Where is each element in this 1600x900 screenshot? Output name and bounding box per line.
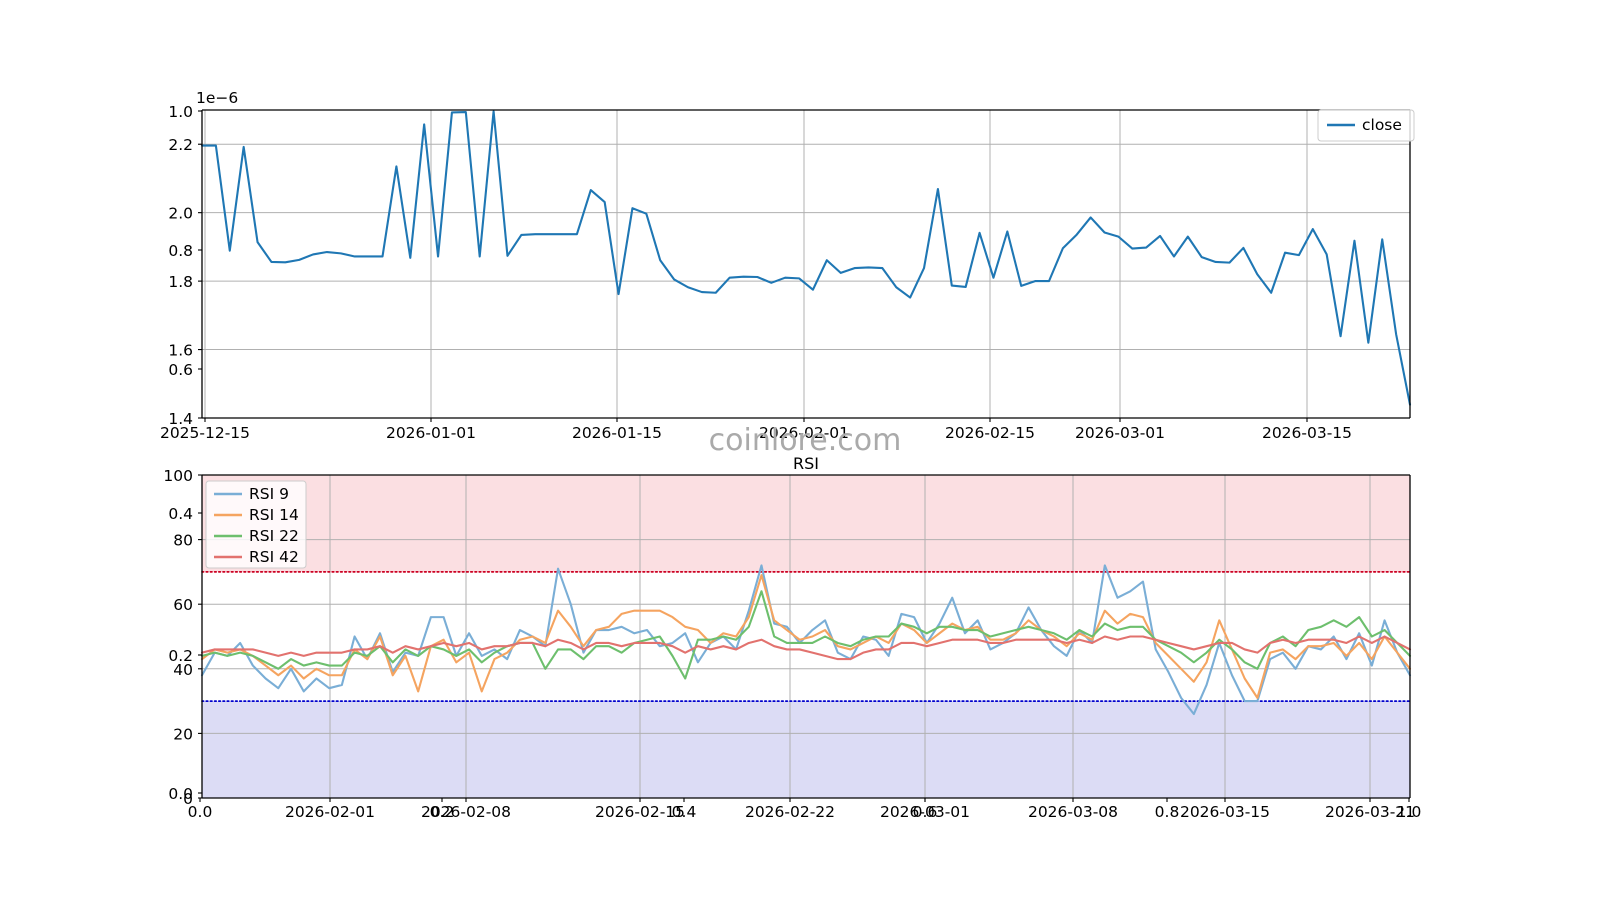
price-y-tick-labels-secondary: 1.0 0.8 0.6 xyxy=(168,103,202,379)
rsi-x-tick-label-secondary: 0.6 xyxy=(913,803,938,821)
overbought-band xyxy=(202,475,1410,572)
rsi-x-tick-label-secondary: 0.0 xyxy=(188,803,213,821)
rsi-x-tick-label-secondary: 0.2 xyxy=(430,803,455,821)
rsi-x-tick-label: 2026-02-08 xyxy=(421,803,511,821)
price-axis-spines xyxy=(201,109,1411,419)
rsi-x-tick-label: 2026-02-15 xyxy=(595,803,685,821)
rsi-series-group xyxy=(200,564,1412,716)
rsi-x-tick-label-secondary: 0.4 xyxy=(672,803,697,821)
legend-label-rsi-14: RSI 14 xyxy=(249,506,299,524)
price-y-tick-label-secondary: 0.8 xyxy=(168,242,193,260)
price-y-tick-label-secondary: 0.6 xyxy=(168,361,193,379)
price-plot-background xyxy=(202,110,1410,418)
price-y-tick-label: 2.2 xyxy=(168,136,193,154)
rsi-y-tick-label: 60 xyxy=(173,596,193,614)
rsi-legend-box xyxy=(205,480,307,569)
rsi-y-tick-labels-secondary: 0.4 0.2 0.0 xyxy=(168,505,202,803)
rsi-x-tick-label-secondary: 1.0 xyxy=(1397,803,1422,821)
rsi-x-tick-label: 2026-03-08 xyxy=(1028,803,1118,821)
rsi-y-tick-label: 80 xyxy=(173,532,193,550)
price-close-line xyxy=(200,110,1412,406)
legend-label-close: close xyxy=(1362,116,1402,134)
price-y-tick-label: 1.6 xyxy=(168,342,193,360)
watermark-text: coinlore.com xyxy=(709,423,902,458)
price-panel: 2.2 2.0 1.8 1.6 1.4 1.0 0.8 0.6 2025-12-15 2026… xyxy=(160,89,1415,442)
oversold-band xyxy=(202,701,1410,798)
price-y-tick-label: 1.4 xyxy=(168,410,193,428)
rsi-y-tick-label-secondary: 0.0 xyxy=(168,785,193,803)
rsi-x-tick-label-secondary: 0.8 xyxy=(1155,803,1180,821)
rsi-x-tick-label: 2026-03-01 xyxy=(880,803,970,821)
price-y-tick-label-secondary: 1.0 xyxy=(168,103,193,121)
price-x-tick-label: 2025-12-15 xyxy=(160,424,250,442)
rsi-line-rsi-42 xyxy=(200,635,1412,661)
price-x-tick-label: 2026-02-01 xyxy=(759,424,849,442)
price-x-tick-label: 2026-03-15 xyxy=(1262,424,1352,442)
rsi-x-tick-label: 2026-03-15 xyxy=(1180,803,1270,821)
price-legend[interactable]: close xyxy=(1317,109,1415,142)
rsi-gridlines xyxy=(202,475,1410,798)
rsi-y-tick-label: 40 xyxy=(173,661,193,679)
rsi-x-tick-label: 2026-02-01 xyxy=(285,803,375,821)
rsi-y-tick-label: 0 xyxy=(183,790,193,808)
rsi-x-tick-label: 2026-03-21 xyxy=(1325,803,1415,821)
rsi-y-tick-label: 100 xyxy=(163,467,193,485)
rsi-x-tick-label: 2026-02-22 xyxy=(745,803,835,821)
rsi-legend[interactable]: RSI 9 RSI 14 RSI 22 RSI 42 xyxy=(205,480,307,569)
rsi-x-tick-labels: 2026-02-01 2026-02-08 2026-02-15 2026-02-22… xyxy=(285,798,1415,821)
price-x-tick-label: 2026-01-01 xyxy=(386,424,476,442)
rsi-x-tick-labels-secondary: 0.0 0.2 0.4 0.6 0.8 1.0 xyxy=(188,798,1422,821)
rsi-line-rsi-22 xyxy=(200,590,1412,680)
price-y-tick-label: 1.8 xyxy=(168,273,193,291)
rsi-title: RSI xyxy=(793,454,819,473)
rsi-y-tick-label-secondary: 0.2 xyxy=(168,647,193,665)
rsi-line-rsi-14 xyxy=(200,574,1412,699)
price-series-group xyxy=(200,110,1412,406)
rsi-y-tick-label-secondary: 0.4 xyxy=(168,505,193,523)
rsi-threshold-lines xyxy=(201,571,1411,702)
rsi-threshold-bands xyxy=(202,475,1410,798)
legend-label-rsi-22: RSI 22 xyxy=(249,527,299,545)
rsi-line-rsi-9 xyxy=(200,564,1412,716)
legend-label-rsi-9: RSI 9 xyxy=(249,485,289,503)
rsi-y-tick-label: 20 xyxy=(173,725,193,743)
price-x-tick-label: 2026-02-15 xyxy=(945,424,1035,442)
price-x-tick-label: 2026-01-15 xyxy=(572,424,662,442)
price-offset-label: 1e−6 xyxy=(196,89,238,107)
rsi-y-tick-labels: 100 80 60 40 20 0 xyxy=(163,467,202,808)
price-x-tick-label: 2026-03-01 xyxy=(1075,424,1165,442)
price-legend-box xyxy=(1317,109,1415,142)
price-x-tick-labels: 2025-12-15 2026-01-01 2026-01-15 2026-02-01… xyxy=(160,418,1352,442)
rsi-axis-spines xyxy=(201,474,1411,799)
price-y-tick-labels: 2.2 2.0 1.8 1.6 1.4 xyxy=(168,136,202,428)
price-y-tick-label: 2.0 xyxy=(168,205,193,223)
legend-label-rsi-42: RSI 42 xyxy=(249,548,299,566)
